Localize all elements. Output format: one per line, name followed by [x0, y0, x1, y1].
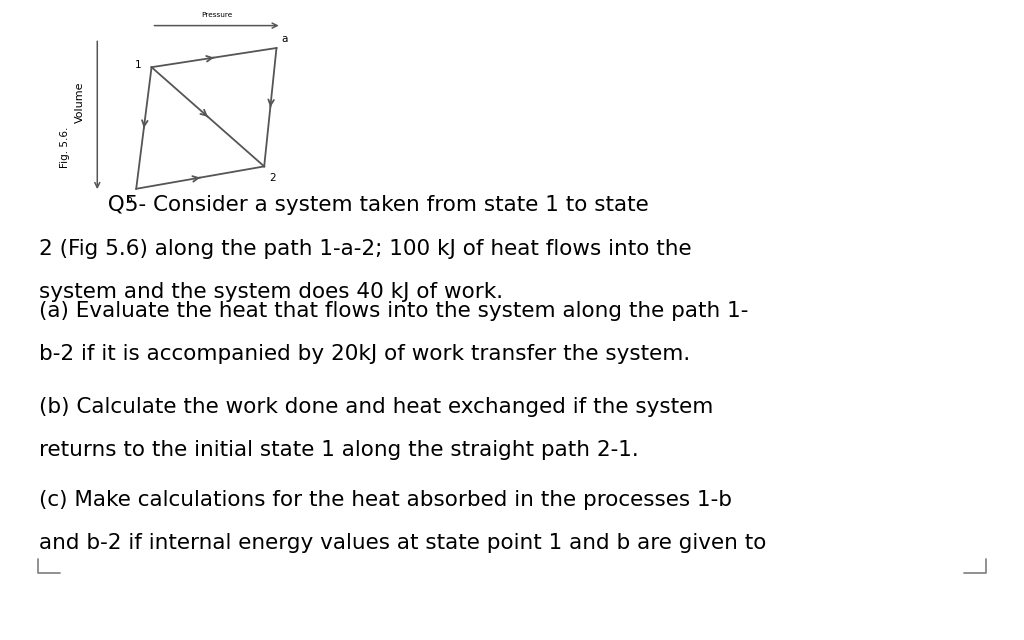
- Text: system and the system does 40 kJ of work.: system and the system does 40 kJ of work…: [39, 282, 503, 302]
- Text: 2: 2: [269, 173, 275, 183]
- Text: Pressure: Pressure: [201, 12, 232, 18]
- Text: b: b: [127, 195, 133, 205]
- Text: a: a: [282, 34, 288, 44]
- Text: (a) Evaluate the heat that flows into the system along the path 1-: (a) Evaluate the heat that flows into th…: [39, 301, 749, 321]
- Text: Volume: Volume: [75, 82, 85, 123]
- Text: returns to the initial state 1 along the straight path 2-1.: returns to the initial state 1 along the…: [39, 440, 639, 460]
- Text: 1: 1: [135, 60, 141, 70]
- Text: b-2 if it is accompanied by 20kJ of work transfer the system.: b-2 if it is accompanied by 20kJ of work…: [39, 344, 690, 364]
- Text: (c) Make calculations for the heat absorbed in the processes 1-b: (c) Make calculations for the heat absor…: [39, 490, 732, 509]
- Text: Fig. 5.6.: Fig. 5.6.: [59, 127, 70, 168]
- Text: 2 (Fig 5.6) along the path 1-a-2; 100 kJ of heat flows into the: 2 (Fig 5.6) along the path 1-a-2; 100 kJ…: [39, 239, 691, 259]
- Text: Q5- Consider a system taken from state 1 to state: Q5- Consider a system taken from state 1…: [39, 195, 648, 215]
- Text: (b) Calculate the work done and heat exchanged if the system: (b) Calculate the work done and heat exc…: [39, 397, 714, 417]
- Text: and b-2 if internal energy values at state point 1 and b are given to: and b-2 if internal energy values at sta…: [39, 533, 766, 553]
